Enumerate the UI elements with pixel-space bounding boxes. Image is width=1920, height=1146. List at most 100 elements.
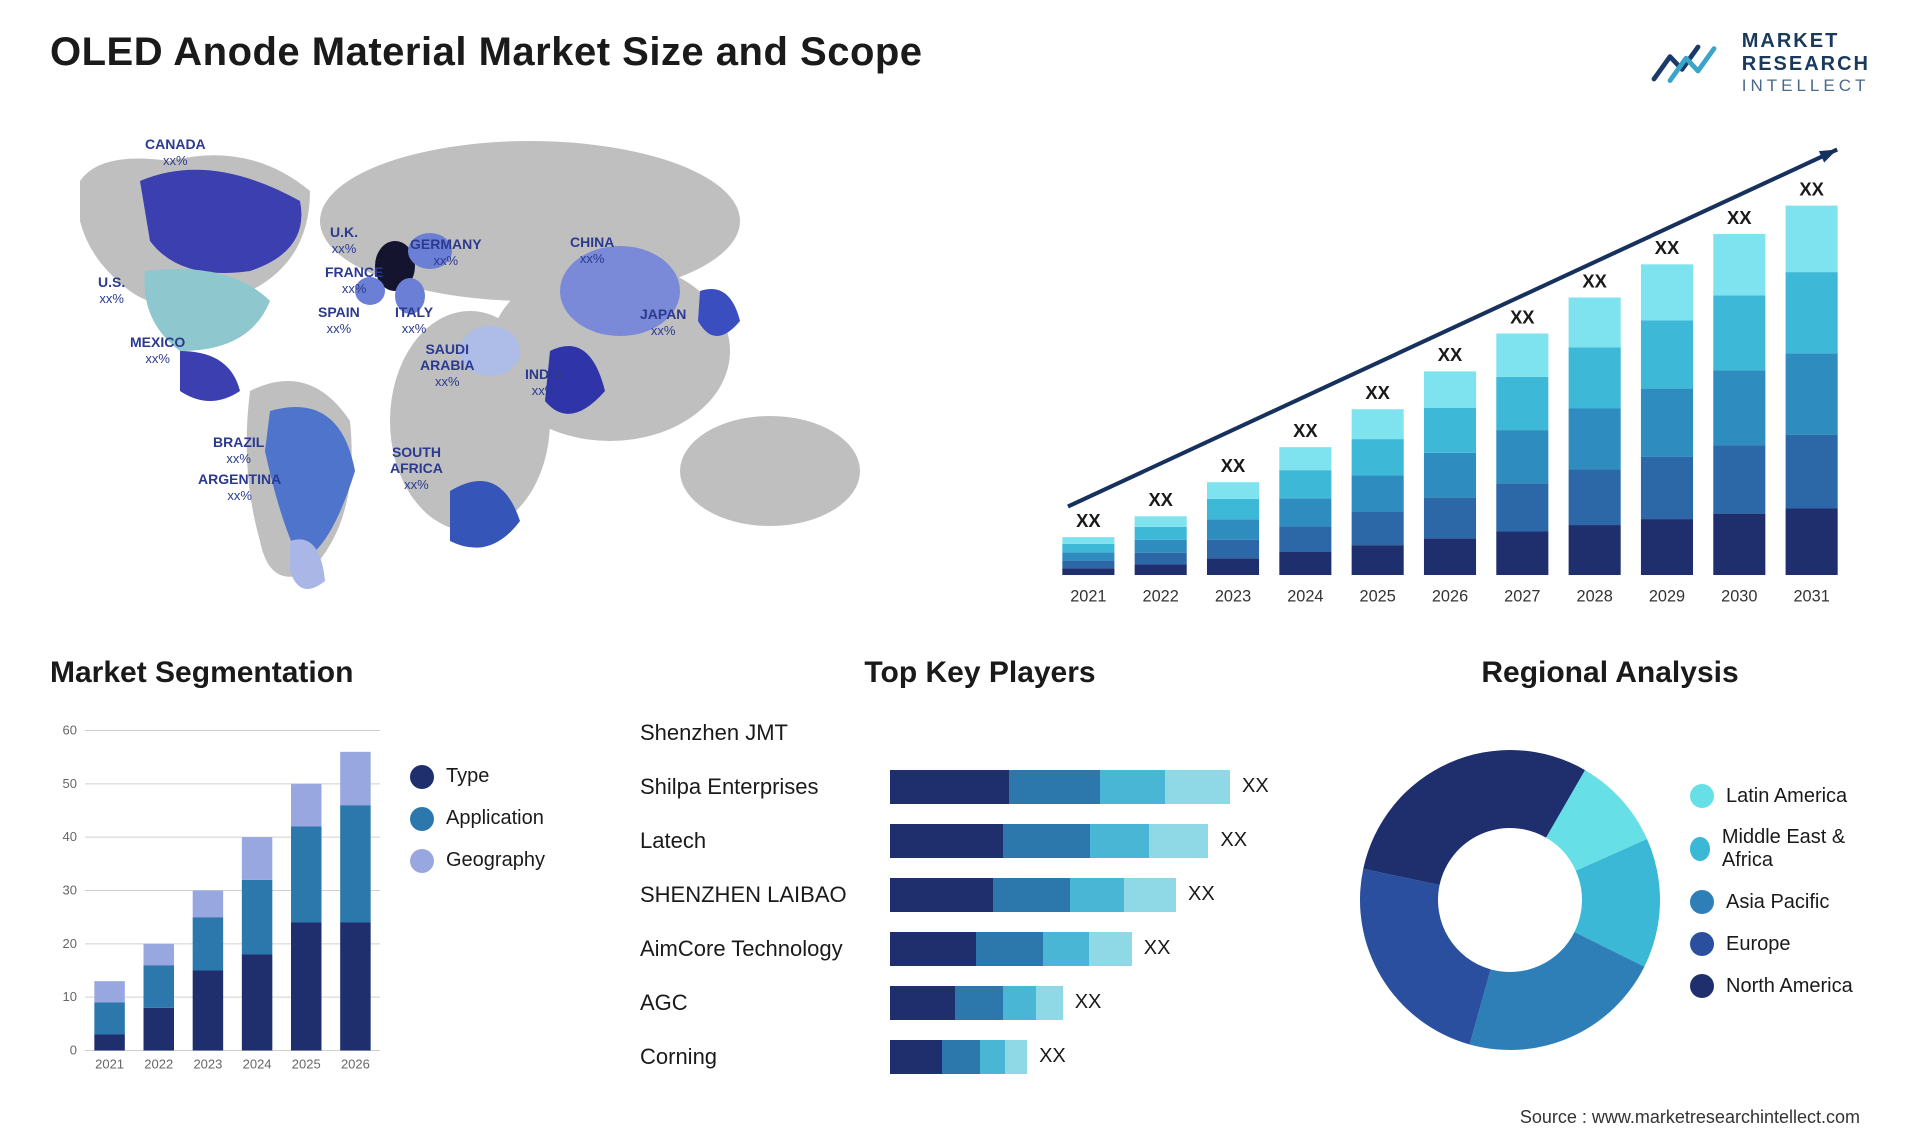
- growth-bar-segment: [1713, 513, 1765, 574]
- growth-bar-segment: [1352, 512, 1404, 545]
- svg-text:2022: 2022: [144, 1056, 173, 1071]
- player-bar-segment: [1165, 770, 1230, 804]
- segmentation-legend: TypeApplicationGeography: [410, 705, 610, 1096]
- growth-bar-segment: [1279, 470, 1331, 498]
- player-name: Shilpa Enterprises: [640, 774, 890, 800]
- legend-label: Type: [446, 765, 489, 788]
- growth-bar-label: XX: [1076, 509, 1101, 530]
- segmentation-legend-item: Type: [410, 765, 610, 789]
- regional-legend-item: North America: [1690, 974, 1870, 998]
- player-bar-segment: [890, 986, 955, 1020]
- growth-bar-segment: [1135, 539, 1187, 552]
- legend-swatch: [1690, 837, 1710, 861]
- growth-bar-segment: [1207, 539, 1259, 558]
- growth-bar-segment: [1569, 408, 1621, 469]
- segmentation-bar-segment: [144, 965, 174, 1008]
- growth-bar-segment: [1062, 560, 1114, 568]
- player-row: Shilpa EnterprisesXX: [640, 763, 1320, 811]
- player-bar-segment: [1036, 986, 1063, 1020]
- segmentation-bar-segment: [340, 751, 370, 804]
- players-title: Top Key Players: [640, 656, 1320, 690]
- segmentation-bar-segment: [242, 837, 272, 880]
- player-bar-segment: [890, 932, 976, 966]
- segmentation-bar-segment: [291, 922, 321, 1050]
- growth-bar-label: XX: [1582, 270, 1607, 291]
- player-value-label: XX: [1188, 883, 1215, 906]
- map-country-label: BRAZILxx%: [213, 434, 264, 467]
- segmentation-bar-segment: [340, 922, 370, 1050]
- player-bar-segment: [890, 1040, 942, 1074]
- player-value-label: XX: [1039, 1045, 1066, 1068]
- segmentation-title: Market Segmentation: [50, 656, 610, 690]
- player-bar-segment: [1009, 770, 1101, 804]
- player-bar-segment: [980, 1040, 1006, 1074]
- player-bar: [890, 932, 1132, 966]
- growth-bar-segment: [1786, 272, 1838, 353]
- growth-year-label: 2025: [1360, 587, 1396, 605]
- regional-legend-item: Asia Pacific: [1690, 890, 1870, 914]
- player-bar-segment: [1100, 770, 1165, 804]
- growth-bar-segment: [1424, 538, 1476, 575]
- growth-bar-segment: [1352, 545, 1404, 575]
- map-country-label: FRANCExx%: [325, 264, 383, 297]
- map-country-label: ITALYxx%: [395, 304, 433, 337]
- legend-label: North America: [1726, 975, 1853, 998]
- growth-bar-segment: [1641, 320, 1693, 388]
- segmentation-bar-segment: [242, 879, 272, 954]
- map-country-label: CANADAxx%: [145, 136, 206, 169]
- segmentation-bar-segment: [193, 970, 223, 1050]
- growth-bar-segment: [1496, 483, 1548, 531]
- map-country-label: U.K.xx%: [330, 224, 358, 257]
- growth-bar-segment: [1496, 430, 1548, 483]
- player-bar-segment: [890, 824, 1003, 858]
- segmentation-bar-segment: [144, 943, 174, 964]
- growth-bar-segment: [1424, 408, 1476, 453]
- player-bar: [890, 824, 1208, 858]
- growth-bar-segment: [1713, 295, 1765, 370]
- bottom-row: Market Segmentation 20212022202320242025…: [50, 656, 1870, 1096]
- player-row: CorningXX: [640, 1033, 1320, 1081]
- regional-legend-item: Middle East & Africa: [1690, 826, 1870, 872]
- legend-label: Europe: [1726, 933, 1791, 956]
- player-value-label: XX: [1075, 991, 1102, 1014]
- map-country-label: SAUDIARABIAxx%: [420, 341, 474, 390]
- player-bar-segment: [1005, 1040, 1027, 1074]
- growth-year-label: 2023: [1215, 587, 1251, 605]
- header: OLED Anode Material Market Size and Scop…: [50, 30, 1870, 96]
- growth-year-label: 2024: [1287, 587, 1323, 605]
- map-country-label: MEXICOxx%: [130, 334, 185, 367]
- player-value-label: XX: [1220, 829, 1247, 852]
- regional-legend-item: Latin America: [1690, 784, 1870, 808]
- logo-icon: [1650, 38, 1730, 88]
- growth-bar-segment: [1786, 205, 1838, 271]
- segmentation-panel: Market Segmentation 20212022202320242025…: [50, 656, 610, 1096]
- svg-text:40: 40: [63, 829, 77, 844]
- growth-bar-segment: [1352, 409, 1404, 439]
- player-value-label: XX: [1144, 937, 1171, 960]
- growth-bar-segment: [1279, 498, 1331, 526]
- growth-bar-segment: [1569, 469, 1621, 525]
- svg-text:2025: 2025: [292, 1056, 321, 1071]
- growth-bar-segment: [1496, 376, 1548, 429]
- player-bar-segment: [890, 770, 1009, 804]
- player-name: AimCore Technology: [640, 936, 890, 962]
- map-country-label: ARGENTINAxx%: [198, 471, 281, 504]
- growth-bar-segment: [1713, 445, 1765, 513]
- map-country-label: INDIAxx%: [525, 366, 563, 399]
- source-attribution: Source : www.marketresearchintellect.com: [1520, 1107, 1860, 1128]
- player-bar: [890, 878, 1176, 912]
- growth-bar-segment: [1786, 434, 1838, 508]
- growth-bar-segment: [1207, 519, 1259, 539]
- growth-bar-label: XX: [1510, 306, 1535, 327]
- growth-bar-label: XX: [1727, 206, 1752, 227]
- segmentation-bar-segment: [242, 954, 272, 1050]
- growth-year-label: 2031: [1793, 587, 1829, 605]
- svg-text:0: 0: [70, 1042, 77, 1057]
- growth-bar-segment: [1496, 333, 1548, 376]
- top-row: CANADAxx%U.S.xx%MEXICOxx%BRAZILxx%ARGENT…: [50, 116, 1870, 626]
- growth-chart-panel: XXXXXXXXXXXXXXXXXXXXXX 20212022202320242…: [1030, 116, 1870, 626]
- regional-title: Regional Analysis: [1350, 656, 1870, 690]
- growth-bar-segment: [1135, 526, 1187, 539]
- legend-label: Geography: [446, 849, 545, 872]
- player-bar-segment: [955, 986, 1004, 1020]
